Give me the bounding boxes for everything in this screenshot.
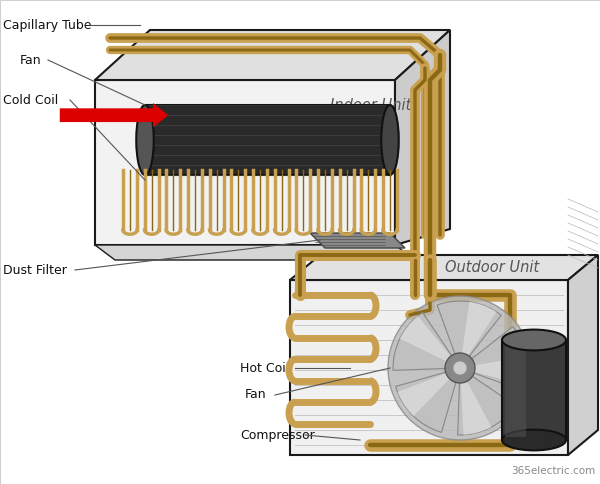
Text: Outdoor Unit: Outdoor Unit <box>445 260 539 275</box>
Polygon shape <box>290 255 598 280</box>
Polygon shape <box>95 80 395 245</box>
Text: Fan: Fan <box>245 389 266 402</box>
Polygon shape <box>505 343 526 437</box>
Text: Dust Filter: Dust Filter <box>3 263 67 276</box>
Circle shape <box>388 296 532 440</box>
Polygon shape <box>290 280 568 455</box>
Ellipse shape <box>502 430 566 451</box>
Text: Fan: Fan <box>20 54 41 66</box>
Circle shape <box>453 361 467 375</box>
Text: Cold Coil: Cold Coil <box>3 93 58 106</box>
Polygon shape <box>568 255 598 455</box>
Wedge shape <box>458 368 515 435</box>
Text: Compressor: Compressor <box>240 428 315 441</box>
Wedge shape <box>400 316 460 368</box>
Polygon shape <box>395 30 450 245</box>
Circle shape <box>445 353 475 383</box>
Wedge shape <box>460 302 496 368</box>
Polygon shape <box>145 105 390 175</box>
Polygon shape <box>95 245 415 260</box>
Text: 365electric.com: 365electric.com <box>511 466 595 476</box>
Wedge shape <box>395 368 460 432</box>
Wedge shape <box>393 313 460 370</box>
Polygon shape <box>502 340 566 440</box>
Text: Hot Coil: Hot Coil <box>240 362 289 375</box>
Wedge shape <box>460 356 527 385</box>
Wedge shape <box>437 301 501 368</box>
Ellipse shape <box>502 330 566 350</box>
Text: Indoor Unit: Indoor Unit <box>330 97 412 112</box>
Ellipse shape <box>136 105 154 175</box>
Wedge shape <box>460 327 527 391</box>
Text: Capillary Tube: Capillary Tube <box>3 18 91 31</box>
Polygon shape <box>95 30 450 80</box>
Wedge shape <box>460 368 491 435</box>
Polygon shape <box>310 233 405 248</box>
Ellipse shape <box>381 105 399 175</box>
Wedge shape <box>397 368 460 416</box>
